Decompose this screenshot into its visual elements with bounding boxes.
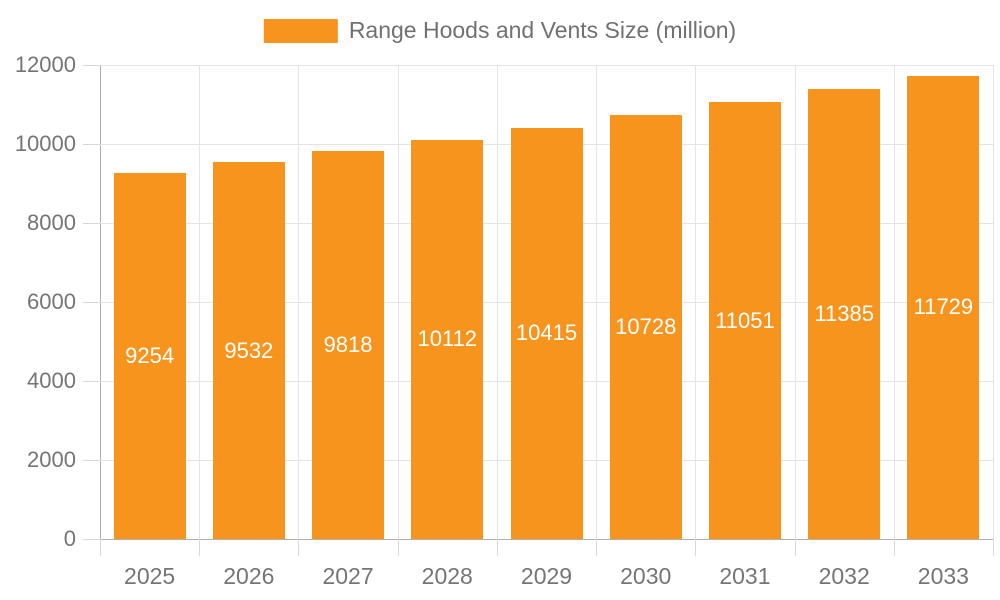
x-axis-label: 2032 [818, 563, 870, 589]
y-tick [83, 460, 100, 461]
y-axis-label: 4000 [27, 368, 76, 393]
bar[interactable] [808, 89, 881, 539]
x-axis-label: 2033 [917, 563, 969, 589]
x-tick [496, 539, 498, 556]
bar[interactable] [312, 151, 385, 539]
y-axis-line [100, 65, 101, 556]
y-tick [83, 144, 100, 145]
y-tick [83, 381, 100, 382]
legend-swatch [263, 18, 338, 43]
v-gridline [695, 65, 697, 539]
bar-value-label: 10415 [515, 320, 578, 346]
y-tick [83, 302, 100, 303]
x-axis-label: 2027 [322, 563, 374, 589]
v-gridline [199, 65, 201, 539]
x-tick [298, 539, 300, 556]
x-axis-label: 2031 [719, 563, 771, 589]
legend-label: Range Hoods and Vents Size (million) [348, 17, 737, 43]
y-tick [83, 65, 100, 66]
v-gridline [298, 65, 300, 539]
x-axis-label: 2029 [520, 563, 573, 589]
x-tick [695, 539, 697, 556]
y-tick [83, 539, 100, 540]
bar-value-label: 11385 [814, 301, 874, 327]
x-axis-line [100, 539, 993, 540]
x-axis-label: 2028 [421, 563, 473, 589]
x-tick [993, 539, 994, 556]
bar[interactable] [609, 115, 682, 539]
x-tick [397, 539, 399, 556]
legend[interactable]: Range Hoods and Vents Size (million) [263, 17, 737, 44]
y-axis-label: 6000 [27, 289, 76, 314]
bar-value-label: 11051 [715, 307, 775, 333]
bar-value-label: 9254 [125, 343, 175, 369]
x-tick [794, 539, 796, 556]
bar-value-label: 9818 [323, 332, 373, 358]
v-gridline [893, 65, 895, 539]
x-tick [893, 539, 895, 556]
bar-value-label: 10728 [615, 314, 677, 340]
bar-value-label: 11729 [913, 294, 974, 320]
bar[interactable] [510, 127, 583, 539]
bar-value-label: 10112 [417, 326, 478, 352]
v-gridline [397, 65, 399, 539]
x-axis-label: 2030 [620, 563, 672, 589]
v-gridline [794, 65, 796, 539]
y-axis-label: 10000 [14, 131, 76, 156]
bar[interactable] [113, 173, 186, 539]
y-axis-label: 12000 [14, 52, 76, 77]
v-gridline [596, 65, 598, 539]
x-axis-label: 2025 [124, 563, 176, 589]
bar[interactable] [411, 139, 484, 539]
y-tick [83, 223, 100, 224]
x-tick [100, 539, 101, 556]
v-gridline [496, 65, 498, 539]
v-gridline [993, 65, 994, 539]
bar[interactable] [212, 162, 285, 539]
h-gridline [100, 65, 993, 66]
y-axis-label: 2000 [27, 447, 76, 472]
x-tick [199, 539, 201, 556]
bar[interactable] [907, 75, 980, 539]
bar-value-label: 9532 [224, 337, 274, 363]
bar[interactable] [708, 102, 781, 539]
y-axis-label: 8000 [27, 210, 76, 235]
x-tick [596, 539, 598, 556]
y-axis-label: 0 [63, 526, 76, 551]
x-axis-label: 2026 [223, 563, 275, 589]
